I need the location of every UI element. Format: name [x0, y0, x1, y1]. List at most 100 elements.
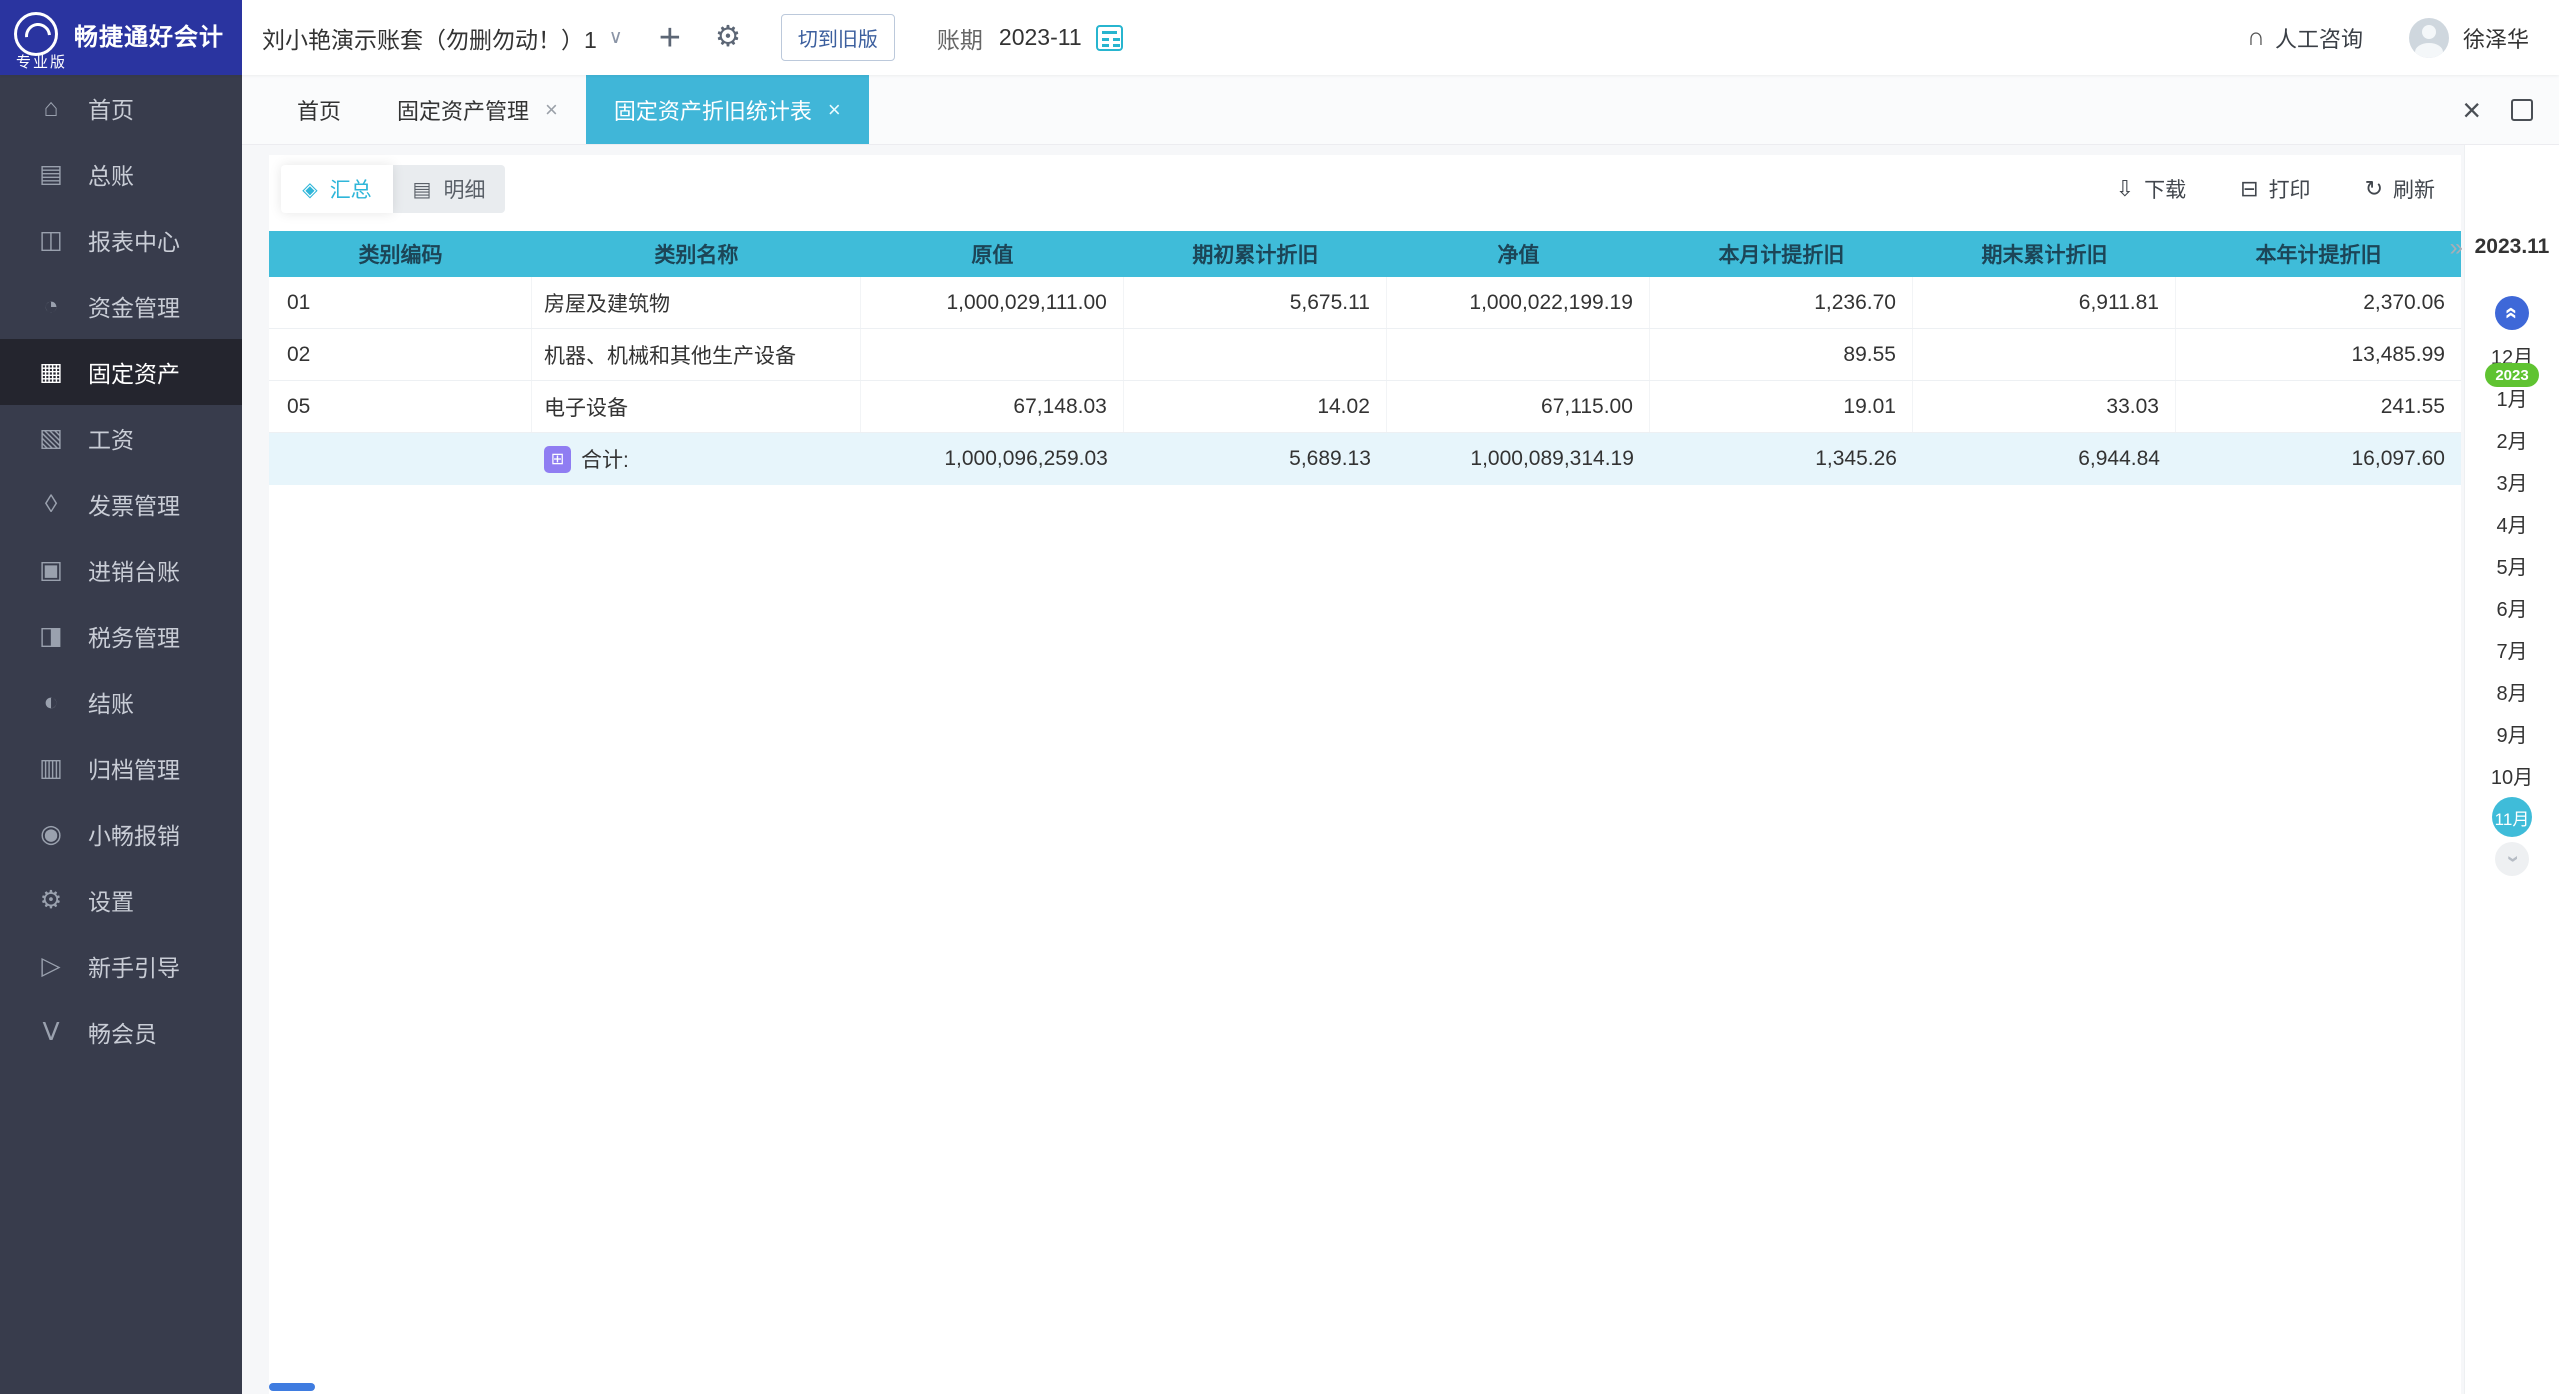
sidebar-item-funds-management[interactable]: ◔ 资金管理 [0, 273, 242, 339]
month-item[interactable]: 7月 [2496, 640, 2528, 663]
calendar-icon[interactable] [1095, 24, 1123, 51]
tabbar: 首页 固定资产管理 × 固定资产折旧统计表 × × [242, 75, 2559, 145]
sidebar-item-home[interactable]: ⌂ 首页 [0, 75, 242, 141]
sidebar-item-payroll[interactable]: ▧ 工资 [0, 405, 242, 471]
table-row[interactable]: 02 机器、机械和其他生产设备 89.55 13,485.99 [269, 329, 2461, 381]
cell-total-label: ⊞ 合计: [532, 433, 861, 485]
sidebar-item-report-center[interactable]: ◫ 报表中心 [0, 207, 242, 273]
month-item-active[interactable]: 11月 [2465, 796, 2559, 838]
sidebar-item-settings[interactable]: ⚙ 设置 [0, 867, 242, 933]
month-item[interactable]: 10月 [2490, 766, 2534, 789]
username[interactable]: 徐泽华 [2462, 26, 2529, 52]
purchase-sales-icon: ▣ [39, 556, 63, 584]
sidebar-item-membership[interactable]: Ⅴ 畅会员 [0, 999, 242, 1065]
sidebar-item-label: 固定资产 [88, 361, 180, 387]
account-name: 刘小艳演示账套（勿删勿动！）1 [262, 26, 597, 53]
card-toolbar: ◈ 汇总 ▤ 明细 ⇩ 下载 ⊟ 打印 ↻ 刷新 [281, 165, 2435, 213]
cell-total-value: 16,097.60 [2351, 447, 2445, 470]
account-selector[interactable]: 刘小艳演示账套（勿删勿动！）1 ∨ [262, 21, 623, 55]
cell-value: 1,000,029,111.00 [861, 277, 1124, 328]
detail-view-button[interactable]: ▤ 明细 [393, 165, 505, 213]
refresh-button[interactable]: ↻ 刷新 [2365, 174, 2435, 204]
summary-view-button[interactable]: ◈ 汇总 [281, 165, 393, 213]
closing-icon: ◐ [43, 687, 59, 716]
support-link[interactable]: ∩ 人工咨询 [2247, 22, 2363, 54]
cell-value: 33.03 [1913, 381, 2176, 432]
cell-total-value: 5,689.13 [1289, 447, 1371, 470]
table-header-row: 类别编码 类别名称 原值 期初累计折旧 净值 本月计提折旧 期末累计折旧 本年计… [269, 231, 2461, 277]
month-item[interactable]: 5月 [2496, 556, 2528, 579]
avatar[interactable] [2408, 17, 2449, 58]
month-item[interactable]: 6月 [2496, 598, 2528, 621]
gear-icon[interactable]: ⚙ [714, 21, 741, 53]
sidebar-item-label: 小畅报销 [88, 823, 180, 849]
period-panel-title: 2023.11 [2474, 235, 2550, 258]
scroll-up-button[interactable]: « [2495, 296, 2529, 330]
sidebar-item-label: 设置 [88, 889, 134, 915]
download-button[interactable]: ⇩ 下载 [2116, 174, 2186, 204]
month-item[interactable]: 3月 [2496, 472, 2528, 495]
close-all-tabs-icon[interactable]: × [2462, 91, 2481, 128]
tab-depreciation-statistics[interactable]: 固定资产折旧统计表 × [585, 75, 869, 144]
logo-icon [14, 12, 58, 56]
month-item[interactable]: 2月 [2496, 430, 2528, 453]
fullscreen-icon[interactable] [2511, 98, 2533, 121]
scroll-down-button[interactable]: ‹ [2495, 842, 2529, 876]
table-row[interactable]: 01 房屋及建筑物 1,000,029,111.00 5,675.11 1,00… [269, 277, 2461, 329]
switch-to-old-version-button[interactable]: 切到旧版 [780, 14, 895, 61]
column-header-opening-accum: 期初累计折旧 [1192, 244, 1319, 267]
active-month-badge: 11月 [2492, 797, 2532, 837]
cell-value: 67,115.00 [1387, 381, 1650, 432]
cell-value: 89.55 [1650, 329, 1913, 380]
month-item[interactable]: 9月 [2496, 724, 2528, 747]
scroll-up-slot: « [2465, 292, 2559, 334]
panel-collapse-icon[interactable]: » [2449, 234, 2463, 261]
period-value[interactable]: 2023-11 [998, 24, 1082, 50]
column-header-year-depreciation: 本年计提折旧 [2255, 244, 2382, 267]
sidebar-item-label: 总账 [88, 163, 134, 189]
refresh-icon: ↻ [2364, 176, 2383, 201]
month-list: « 12月 2023 1月 2月 3月 4月 5月 6月 7月 8月 9月 10… [2465, 292, 2559, 880]
sidebar-item-archive-management[interactable]: ▥ 归档管理 [0, 735, 242, 801]
sidebar-item-label: 工资 [88, 427, 134, 453]
close-icon[interactable]: × [827, 96, 841, 122]
chevron-down-icon: ‹ [2498, 855, 2524, 863]
sidebar-item-tax-management[interactable]: ◨ 税务管理 [0, 603, 242, 669]
sidebar-item-invoice-management[interactable]: ◊ 发票管理 [0, 471, 242, 537]
sidebar-item-fixed-assets[interactable]: ▦ 固定资产 [0, 339, 242, 405]
tab-fixed-assets-management[interactable]: 固定资产管理 × [369, 75, 586, 144]
scroll-down-slot: ‹ [2465, 838, 2559, 880]
membership-icon: Ⅴ [42, 1018, 60, 1046]
cell-name: 电子设备 [532, 381, 861, 432]
sidebar-item-general-ledger[interactable]: ▤ 总账 [0, 141, 242, 207]
horizontal-scrollbar-thumb[interactable] [269, 1383, 315, 1391]
sidebar-item-beginner-guide[interactable]: ▷ 新手引导 [0, 933, 242, 999]
settings-icon: ⚙ [39, 886, 63, 914]
print-button[interactable]: ⊟ 打印 [2240, 174, 2310, 204]
tab-home[interactable]: 首页 [269, 75, 369, 144]
sidebar-item-purchase-sales-ledger[interactable]: ▣ 进销台账 [0, 537, 242, 603]
sidebar-item-label: 税务管理 [88, 625, 180, 651]
invoice-icon: ◊ [44, 489, 58, 518]
add-button[interactable]: + [658, 16, 681, 59]
sidebar-item-label: 归档管理 [88, 757, 180, 783]
table-row[interactable]: 05 电子设备 67,148.03 14.02 67,115.00 19.01 … [269, 381, 2461, 433]
topbar-main: 刘小艳演示账套（勿删勿动！）1 ∨ + ⚙ 切到旧版 账期 2023-11 ∩ … [242, 0, 2559, 75]
cell-value: 13,485.99 [2351, 342, 2445, 366]
table-tools: ⇩ 下载 ⊟ 打印 ↻ 刷新 [2116, 174, 2435, 204]
sidebar-item-closing[interactable]: ◐ 结账 [0, 669, 242, 735]
close-icon[interactable]: × [545, 96, 558, 122]
chevron-down-icon: ∨ [608, 27, 623, 48]
ledger-icon: ▤ [39, 160, 63, 188]
cell-value: 19.01 [1650, 381, 1913, 432]
month-item[interactable]: 8月 [2496, 682, 2528, 705]
cell-value: 67,148.03 [861, 381, 1124, 432]
column-header-month-depreciation: 本月计提折旧 [1718, 244, 1845, 267]
month-item[interactable]: 4月 [2496, 514, 2528, 537]
cell-value [861, 329, 1124, 380]
depreciation-table: 类别编码 类别名称 原值 期初累计折旧 净值 本月计提折旧 期末累计折旧 本年计… [269, 231, 2461, 485]
cell-total-value: 1,000,096,259.03 [944, 447, 1108, 470]
month-item[interactable]: 1月 [2496, 388, 2528, 411]
sidebar-item-expense[interactable]: ◉ 小畅报销 [0, 801, 242, 867]
download-label: 下载 [2144, 179, 2187, 202]
